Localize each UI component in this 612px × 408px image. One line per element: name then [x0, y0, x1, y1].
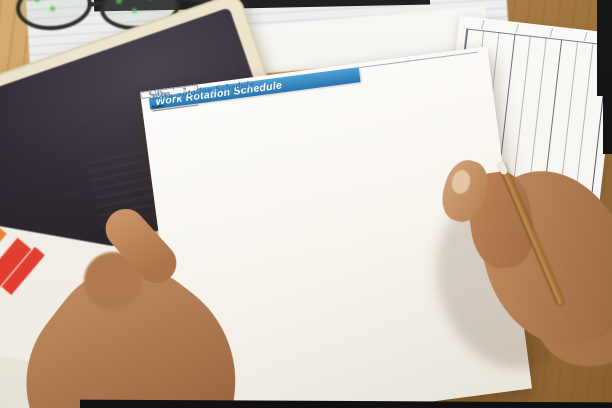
green-reflection: [34, 0, 40, 2]
green-reflection: [132, 8, 137, 13]
green-reflection: [116, 0, 122, 4]
pay-strip: [150, 95, 153, 98]
green-reflection: [50, 6, 55, 11]
dark-edge-top-right-2: [603, 58, 612, 154]
